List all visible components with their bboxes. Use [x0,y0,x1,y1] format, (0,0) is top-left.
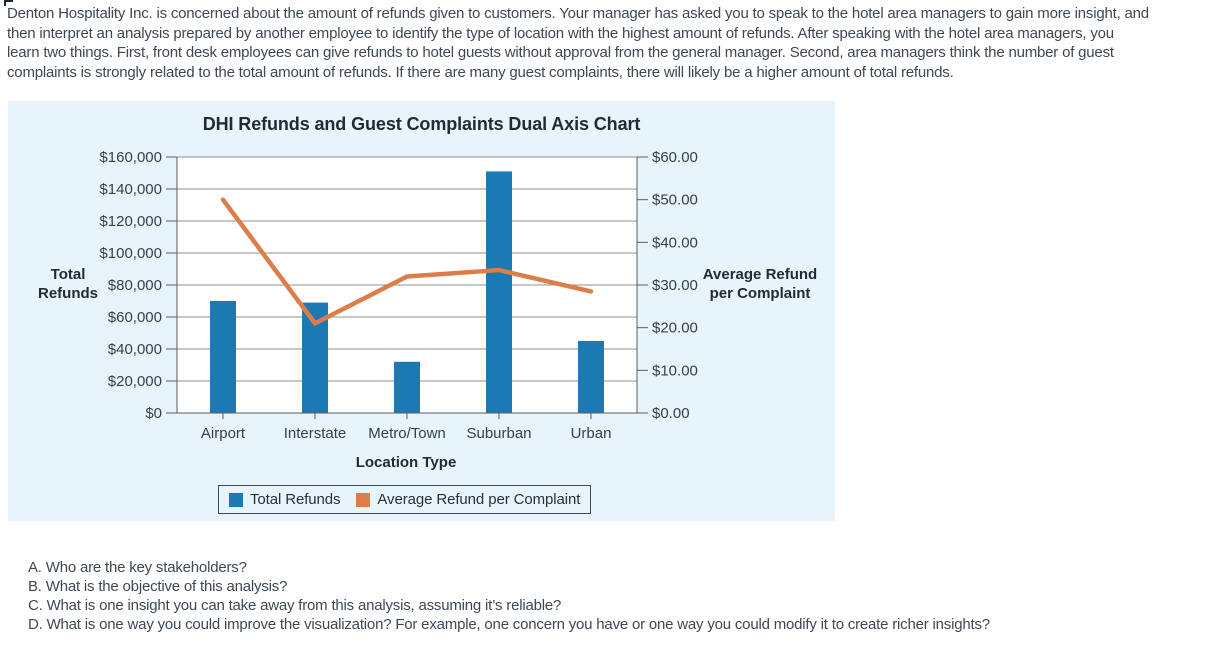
intro-line: complaints is strongly related to the to… [7,63,954,81]
chart-panel: $160,000 $140,000 $120,000 $100,000 $80,000 $… [8,101,835,521]
bar-suburban [486,171,512,413]
question-a: A. Who are the key stakeholders? [28,559,247,576]
left-axis-tick-label: $0 [145,405,162,422]
right-axis-title: Average Refund per Complaint [702,266,818,302]
right-axis-tick-label: $60.00 [652,149,698,166]
right-axis-tick-label: $20.00 [652,320,698,337]
intro-line: learn two things. First, front desk empl… [7,44,1114,61]
legend-item-average-refund: Average Refund per Complaint [356,491,580,508]
questions-list: A. Who are the key stakeholders? B. What… [28,558,990,634]
right-axis-tick-label: $40.00 [652,234,698,251]
category-label: Airport [201,425,246,442]
category-label: Metro/Town [368,425,446,442]
bar-urban [578,341,604,413]
intro-line: then interpret an analysis prepared by a… [7,24,1114,42]
left-axis-tick-label: $160,000 [99,149,162,166]
question-c: C. What is one insight you can take away… [28,597,562,614]
legend-swatch-bar-icon [229,492,243,507]
chart-title: DHI Refunds and Guest Complaints Dual Ax… [202,114,641,134]
legend-swatch-line-icon [356,492,371,507]
left-axis-tick-label: $60,000 [108,309,162,326]
left-axis-tick-label: $140,000 [99,181,162,198]
axis-ticks [166,156,648,419]
dual-axis-chart: $160,000 $140,000 $120,000 $100,000 $80,000 $… [99,149,697,442]
right-axis-tick-label: $50.00 [652,192,698,209]
line-series [220,197,594,326]
axis-lines [176,157,638,414]
bar-airport [210,301,236,413]
intro-paragraph: Denton Hospitality Inc. is concerned abo… [7,4,1225,82]
left-axis-tick-label: $100,000 [99,245,162,262]
category-label: Suburban [466,425,531,442]
chart-legend: Total Refunds Average Refund per Complai… [218,485,592,514]
bars-total-refunds [210,171,604,413]
right-axis-tick-label: $0.00 [652,405,690,422]
question-b: B. What is the objective of this analysi… [28,578,288,595]
intro-line: Denton Hospitality Inc. is concerned abo… [7,5,1149,22]
left-axis-tick-label: $20,000 [108,373,162,390]
legend-item-total-refunds: Total Refunds [229,491,341,508]
legend-label: Total Refunds [250,491,341,508]
left-axis-tick-label: $80,000 [108,277,162,294]
right-axis-tick-label: $10.00 [652,362,698,379]
left-axis-tick-label: $40,000 [108,341,162,358]
line-average-refund-per-complaint [220,197,594,326]
category-label: Urban [571,425,612,442]
question-d: D. What is one way you could improve the… [28,616,990,633]
left-axis-title: Total Refunds [38,266,98,302]
x-axis-title: Location Type [355,454,457,471]
category-label: Interstate [284,425,347,442]
bar-metro-town [394,361,420,413]
axis-tick-labels: $160,000 $140,000 $120,000 $100,000 $80,000 $… [99,149,697,422]
category-labels: Airport Interstate Metro/Town Suburban Urban [201,425,612,442]
left-axis-tick-label: $120,000 [99,213,162,230]
legend-label: Average Refund per Complaint [377,491,581,508]
right-axis-tick-label: $30.00 [652,277,698,294]
cropped-icon-artifact [0,0,14,7]
